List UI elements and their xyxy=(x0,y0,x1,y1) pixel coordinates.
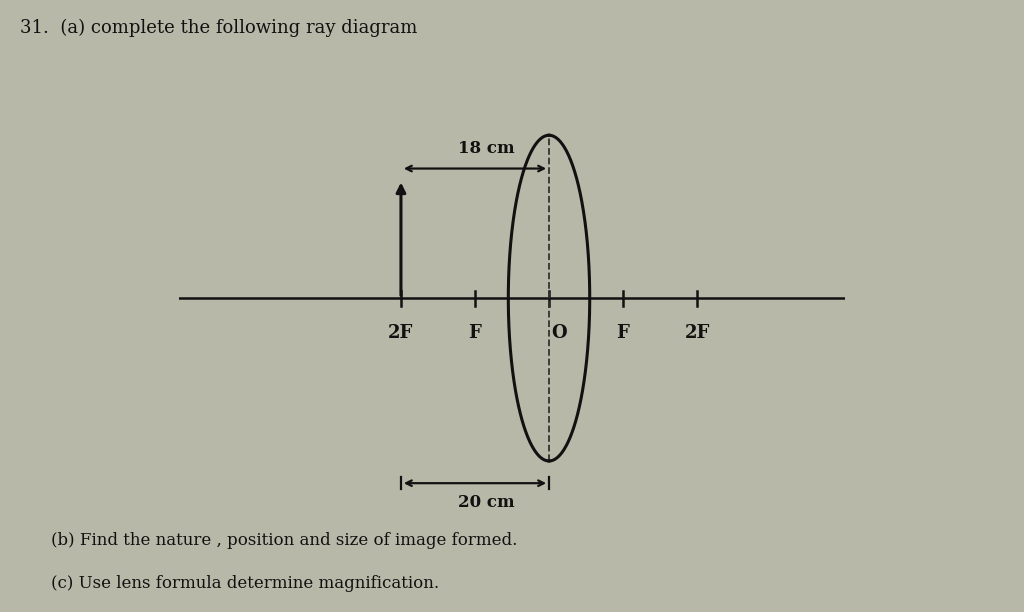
Text: F: F xyxy=(616,324,630,342)
Text: F: F xyxy=(469,324,481,342)
Text: (c) Use lens formula determine magnification.: (c) Use lens formula determine magnifica… xyxy=(51,575,439,592)
Text: 31.  (a) complete the following ray diagram: 31. (a) complete the following ray diagr… xyxy=(20,18,418,37)
Text: 2F: 2F xyxy=(388,324,414,342)
Text: O: O xyxy=(551,324,566,342)
Text: (b) Find the nature , position and size of image formed.: (b) Find the nature , position and size … xyxy=(51,532,517,550)
Text: 18 cm: 18 cm xyxy=(458,140,514,157)
Text: 20 cm: 20 cm xyxy=(458,494,514,511)
Text: 2F: 2F xyxy=(684,324,710,342)
